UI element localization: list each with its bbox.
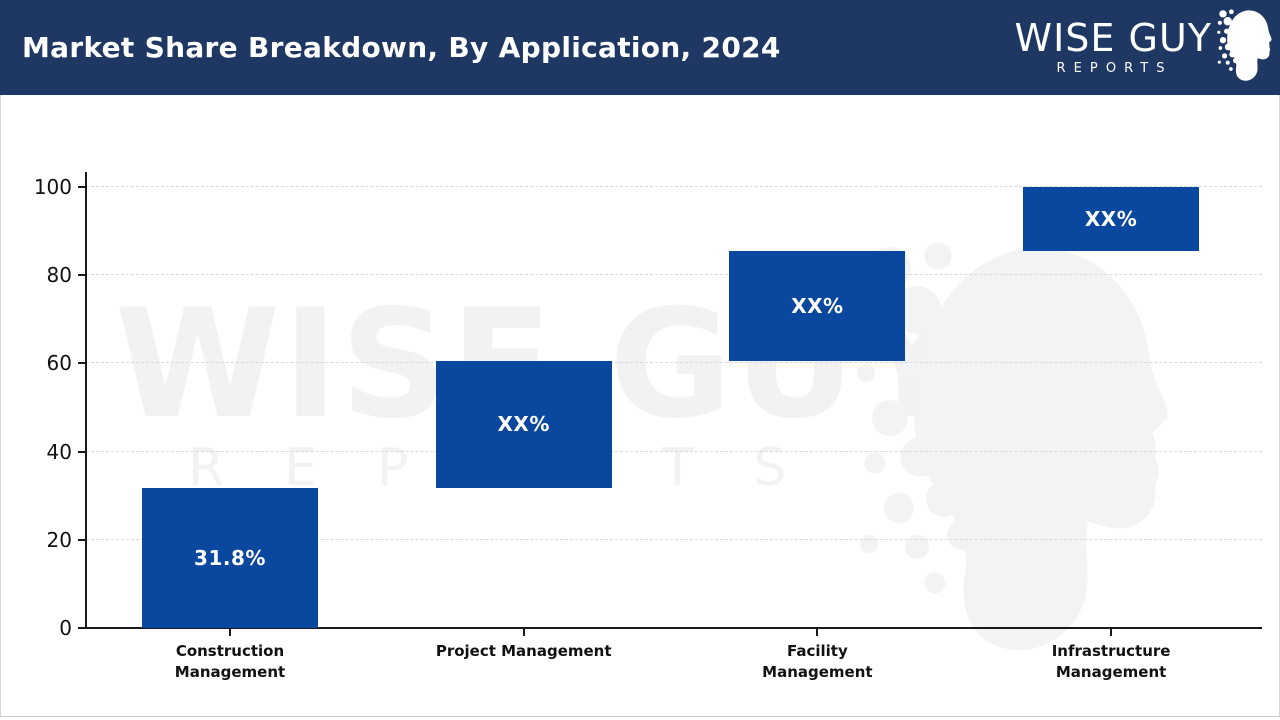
gridline — [86, 538, 1262, 540]
logo-text: WISE GUY REPORTS — [1015, 19, 1212, 76]
wise-guy-logo: WISE GUY REPORTS — [1015, 6, 1274, 90]
x-category-label: Facility Management — [687, 641, 947, 683]
y-tick-label: 40 — [46, 439, 72, 464]
x-category-label-line: Management — [174, 663, 286, 681]
x-category-label: Project Management — [394, 641, 654, 662]
y-tick-mark — [78, 450, 86, 453]
y-tick-mark — [78, 362, 86, 365]
x-category-label-line: Project Management — [435, 642, 612, 660]
y-tick-label: 100 — [33, 175, 72, 199]
y-axis-line — [85, 172, 87, 628]
watermark-head-icon — [857, 242, 1168, 651]
x-tick-mark — [816, 629, 819, 636]
bar-value-label: 31.8% — [194, 545, 266, 570]
y-tick-label: 20 — [46, 527, 72, 552]
bar-segment: XX% — [729, 250, 906, 362]
y-tick-label: 80 — [46, 263, 72, 288]
bar-value-label: XX% — [791, 293, 844, 318]
y-tick-mark — [78, 274, 86, 277]
logo-name-text: WISE GUY — [1014, 16, 1212, 60]
x-tick-mark — [229, 629, 231, 636]
y-tick-label: 0 — [59, 616, 72, 640]
y-tick-mark — [78, 627, 86, 629]
bar-segment: XX% — [435, 361, 612, 488]
gridline — [86, 362, 1262, 364]
x-axis-line — [85, 627, 1262, 629]
x-category-label-line: Facility — [787, 642, 848, 660]
bar-segment: 31.8% — [142, 487, 318, 628]
x-category-label-line: Management — [1055, 663, 1167, 681]
y-tick-mark — [78, 186, 86, 188]
x-category-label-line: Management — [762, 663, 873, 681]
y-tick-mark — [78, 538, 86, 541]
bar-value-label: XX% — [1084, 206, 1138, 231]
x-category-label-line: Infrastructure — [1051, 642, 1171, 660]
chart-title: Market Share Breakdown, By Application, … — [22, 31, 781, 64]
logo-tagline-text: REPORTS — [1056, 61, 1173, 76]
gridline — [86, 186, 1262, 187]
x-category-label: Infrastructure Management — [981, 641, 1241, 683]
header-banner: Market Share Breakdown, By Application, … — [0, 0, 1280, 95]
left-border — [0, 95, 1, 716]
logo-head-icon — [1217, 8, 1272, 81]
x-tick-mark — [522, 629, 525, 636]
bottom-border — [0, 716, 1280, 717]
x-category-label-line: Construction — [175, 642, 285, 660]
gridline — [86, 274, 1262, 276]
bar-value-label: XX% — [497, 412, 550, 437]
x-category-label: Construction Management — [100, 641, 360, 683]
bar-segment: XX% — [1023, 187, 1200, 251]
y-tick-label: 60 — [46, 351, 72, 376]
x-tick-mark — [1110, 629, 1113, 636]
gridline — [86, 450, 1262, 452]
